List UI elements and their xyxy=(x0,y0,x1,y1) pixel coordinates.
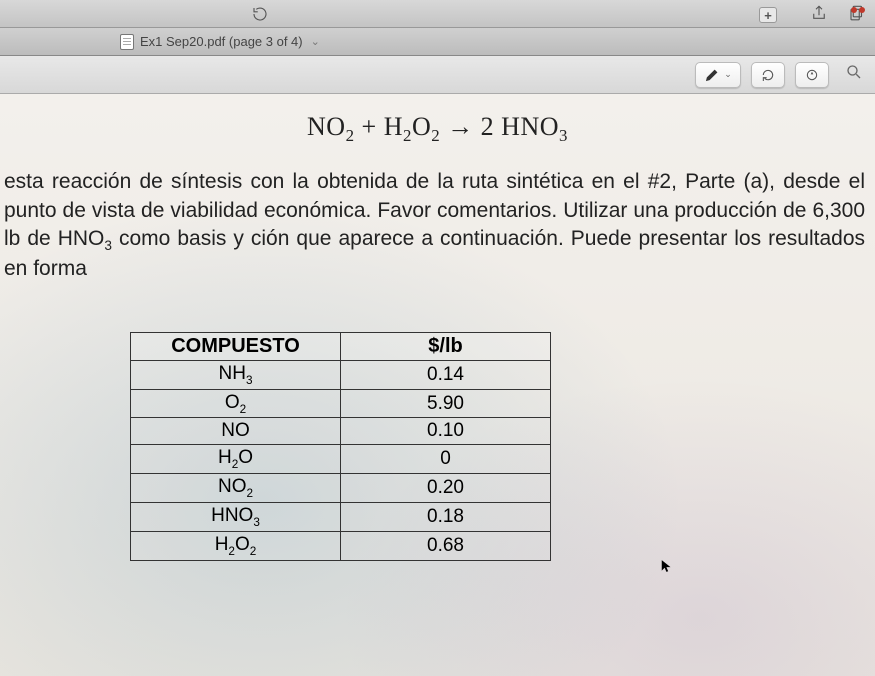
cell-price: 0.20 xyxy=(341,474,551,503)
document-icon xyxy=(120,34,134,50)
document-tab[interactable]: Ex1 Sep20.pdf (page 3 of 4) ⌄ xyxy=(110,31,330,53)
tab-bar: Ex1 Sep20.pdf (page 3 of 4) ⌄ xyxy=(0,28,875,56)
table-row: NO20.20 xyxy=(131,474,551,503)
table-row: NO0.10 xyxy=(131,418,551,445)
cell-compound: NO2 xyxy=(131,474,341,503)
cell-compound: HNO3 xyxy=(131,503,341,532)
markup-button[interactable]: ⌄ xyxy=(695,62,741,88)
cell-price: 5.90 xyxy=(341,389,551,418)
tab-title: Ex1 Sep20.pdf (page 3 of 4) xyxy=(140,34,303,49)
table-row: HNO30.18 xyxy=(131,503,551,532)
cell-compound: NH3 xyxy=(131,360,341,389)
chemical-equation: NO2 + H2O2 → 2 HNO3 xyxy=(0,112,875,146)
highlight-button[interactable] xyxy=(795,62,829,88)
notification-dots-icon xyxy=(851,7,865,13)
mouse-cursor-icon xyxy=(660,556,674,576)
table-row: NH30.14 xyxy=(131,360,551,389)
document-page: NO2 + H2O2 → 2 HNO3 esta reacción de sín… xyxy=(0,94,875,676)
search-icon[interactable] xyxy=(845,63,863,86)
price-table: COMPUESTO $/lb NH30.14O25.90NO0.10H2O0NO… xyxy=(130,332,551,561)
cell-price: 0.14 xyxy=(341,360,551,389)
cell-compound: H2O2 xyxy=(131,531,341,560)
copy-icon[interactable] xyxy=(847,3,867,23)
body-paragraph: esta reacción de síntesis con la obtenid… xyxy=(0,168,875,284)
pdf-toolbar: ⌄ xyxy=(0,56,875,94)
rotate-button[interactable] xyxy=(751,62,785,88)
cell-price: 0 xyxy=(341,445,551,474)
table-header-price: $/lb xyxy=(341,332,551,360)
cell-price: 0.18 xyxy=(341,503,551,532)
share-icon[interactable] xyxy=(809,3,829,23)
table-row: H2O0 xyxy=(131,445,551,474)
table-row: H2O20.68 xyxy=(131,531,551,560)
new-tab-button[interactable]: + xyxy=(759,7,777,23)
chevron-down-icon[interactable]: ⌄ xyxy=(311,35,320,48)
price-table-body: NH30.14O25.90NO0.10H2O0NO20.20HNO30.18H2… xyxy=(131,360,551,560)
reload-icon[interactable] xyxy=(250,4,270,24)
table-header-compound: COMPUESTO xyxy=(131,332,341,360)
cell-compound: H2O xyxy=(131,445,341,474)
cell-price: 0.68 xyxy=(341,531,551,560)
cell-price: 0.10 xyxy=(341,418,551,445)
browser-chrome-top: + xyxy=(0,0,875,28)
cell-compound: NO xyxy=(131,418,341,445)
chevron-down-icon: ⌄ xyxy=(724,69,732,80)
table-row: O25.90 xyxy=(131,389,551,418)
cell-compound: O2 xyxy=(131,389,341,418)
